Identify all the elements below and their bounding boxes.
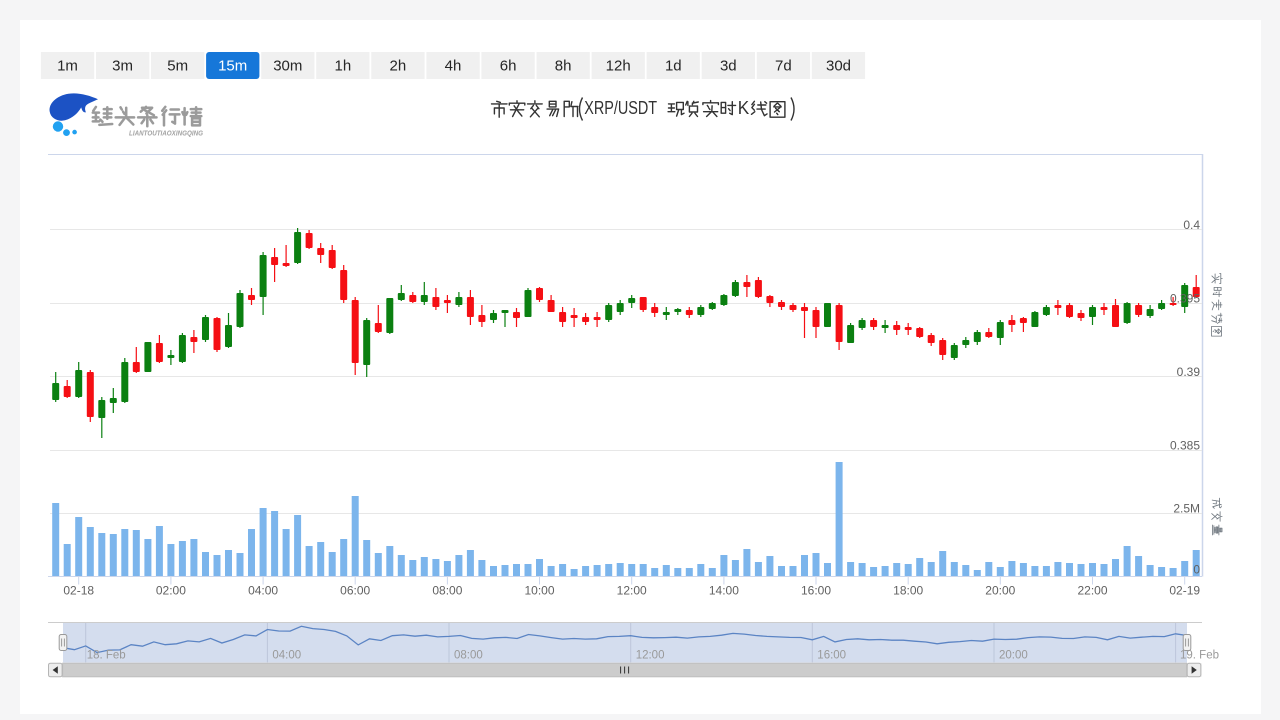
svg-text:0.395: 0.395 — [1170, 292, 1200, 306]
svg-text:10:00: 10:00 — [524, 584, 554, 598]
svg-text:1m: 1m — [57, 58, 78, 75]
svg-text:30d: 30d — [826, 58, 851, 75]
svg-text:K: K — [738, 97, 750, 118]
svg-text:19. Feb: 19. Feb — [1180, 650, 1219, 662]
svg-text:16:00: 16:00 — [801, 584, 831, 598]
svg-text:16:00: 16:00 — [817, 650, 846, 662]
svg-text:20:00: 20:00 — [985, 584, 1015, 598]
svg-text:04:00: 04:00 — [248, 584, 278, 598]
svg-text:02-18: 02-18 — [63, 584, 94, 598]
svg-text:04:00: 04:00 — [272, 650, 301, 662]
svg-text:4h: 4h — [445, 58, 462, 75]
svg-text:30m: 30m — [273, 58, 302, 75]
svg-text:12h: 12h — [606, 58, 631, 75]
svg-text:12:00: 12:00 — [617, 584, 647, 598]
svg-text:22:00: 22:00 — [1077, 584, 1107, 598]
svg-text:12:00: 12:00 — [636, 650, 665, 662]
svg-text:02-19: 02-19 — [1169, 584, 1200, 598]
svg-text:1d: 1d — [665, 58, 682, 75]
svg-text:18. Feb: 18. Feb — [87, 650, 126, 662]
svg-text:6h: 6h — [500, 58, 517, 75]
svg-text:2h: 2h — [390, 58, 407, 75]
svg-text:18:00: 18:00 — [893, 584, 923, 598]
svg-text:8h: 8h — [555, 58, 572, 75]
svg-text:1h: 1h — [335, 58, 352, 75]
svg-text:2.5M: 2.5M — [1173, 502, 1200, 516]
svg-text:20:00: 20:00 — [999, 650, 1028, 662]
svg-text:0.385: 0.385 — [1170, 439, 1200, 453]
svg-text:XRP/USDT: XRP/USDT — [584, 97, 657, 118]
svg-text:3m: 3m — [112, 58, 133, 75]
svg-text:08:00: 08:00 — [454, 650, 483, 662]
svg-text:0.39: 0.39 — [1177, 365, 1201, 379]
svg-text:0.4: 0.4 — [1183, 218, 1200, 232]
svg-text:7d: 7d — [775, 58, 792, 75]
svg-text:14:00: 14:00 — [709, 584, 739, 598]
svg-text:3d: 3d — [720, 58, 737, 75]
svg-text:06:00: 06:00 — [340, 584, 370, 598]
svg-text:LIANTOUTIAOXINGQING: LIANTOUTIAOXINGQING — [129, 131, 203, 138]
svg-text:15m: 15m — [218, 58, 247, 75]
svg-text:02:00: 02:00 — [156, 584, 186, 598]
svg-text:0: 0 — [1193, 563, 1200, 577]
svg-text:5m: 5m — [167, 58, 188, 75]
svg-text:08:00: 08:00 — [432, 584, 462, 598]
